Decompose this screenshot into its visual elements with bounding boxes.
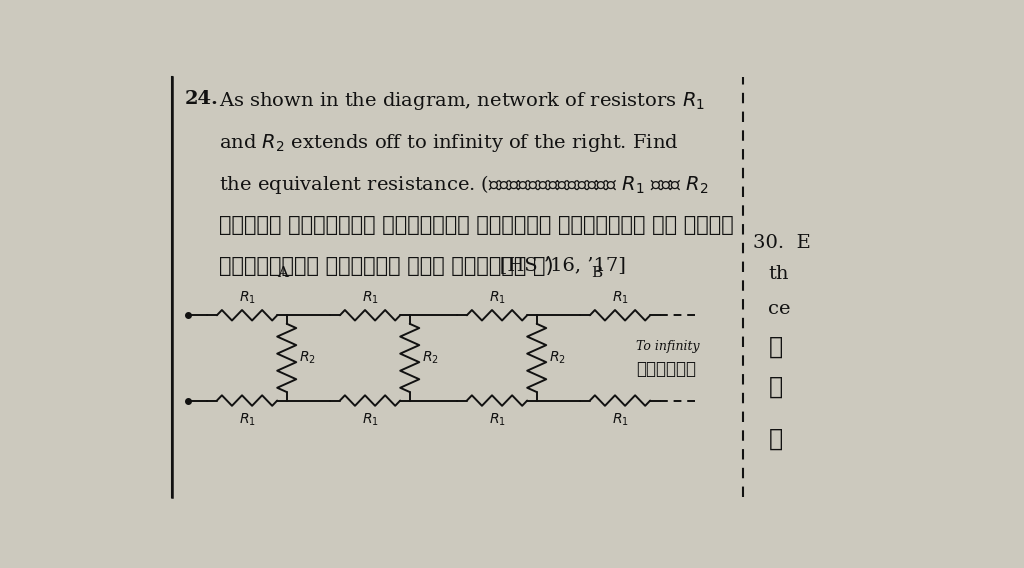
Text: $R_1$: $R_1$ (611, 411, 629, 428)
Text: অ: অ (768, 335, 782, 359)
Text: সজ্জাটোৰ সমাহিত বোধ উলিওওা ।): সজ্জাটোৰ সমাহিত বোধ উলিওওা ।) (219, 256, 554, 276)
Text: $R_1$: $R_1$ (361, 289, 379, 306)
Text: $R_1$: $R_1$ (239, 411, 255, 428)
Text: As shown in the diagram, network of resistors $R_1$: As shown in the diagram, network of resi… (219, 90, 706, 112)
Text: উ: উ (768, 427, 782, 451)
Text: 24.: 24. (185, 90, 219, 108)
Text: To infinity: To infinity (636, 340, 699, 353)
Text: $R_2$: $R_2$ (299, 350, 316, 366)
Text: $R_1$: $R_1$ (239, 289, 255, 306)
Text: B: B (591, 266, 602, 280)
Text: the equivalent resistance. (চিত্রানুযায়ী $R_1$ আৰু $R_2$: the equivalent resistance. (চিত্রানুযায়… (219, 173, 709, 196)
Text: A: A (278, 266, 288, 280)
Text: $R_2$: $R_2$ (550, 350, 566, 366)
Text: and $R_2$ extends off to infinity of the right. Find: and $R_2$ extends off to infinity of the… (219, 132, 679, 153)
Text: $R_1$: $R_1$ (361, 411, 379, 428)
Text: অসীমলে: অসীমলে (636, 360, 696, 378)
Text: $R_1$: $R_1$ (611, 289, 629, 306)
Text: বোধকৰ সজ্জাটো সোঁফালে অসীমলে বিস্তৃত হে আছে।: বোধকৰ সজ্জাটো সোঁফালে অসীমলে বিস্তৃত হে … (219, 215, 734, 235)
Text: [HS ’16, ’17]: [HS ’16, ’17] (481, 256, 626, 274)
Text: ব: ব (768, 374, 782, 398)
Text: ce: ce (768, 300, 791, 318)
Text: $R_1$: $R_1$ (488, 411, 506, 428)
Text: $R_2$: $R_2$ (423, 350, 439, 366)
Text: th: th (768, 265, 788, 283)
Text: 30.  E: 30. E (753, 235, 810, 252)
Text: $R_1$: $R_1$ (488, 289, 506, 306)
